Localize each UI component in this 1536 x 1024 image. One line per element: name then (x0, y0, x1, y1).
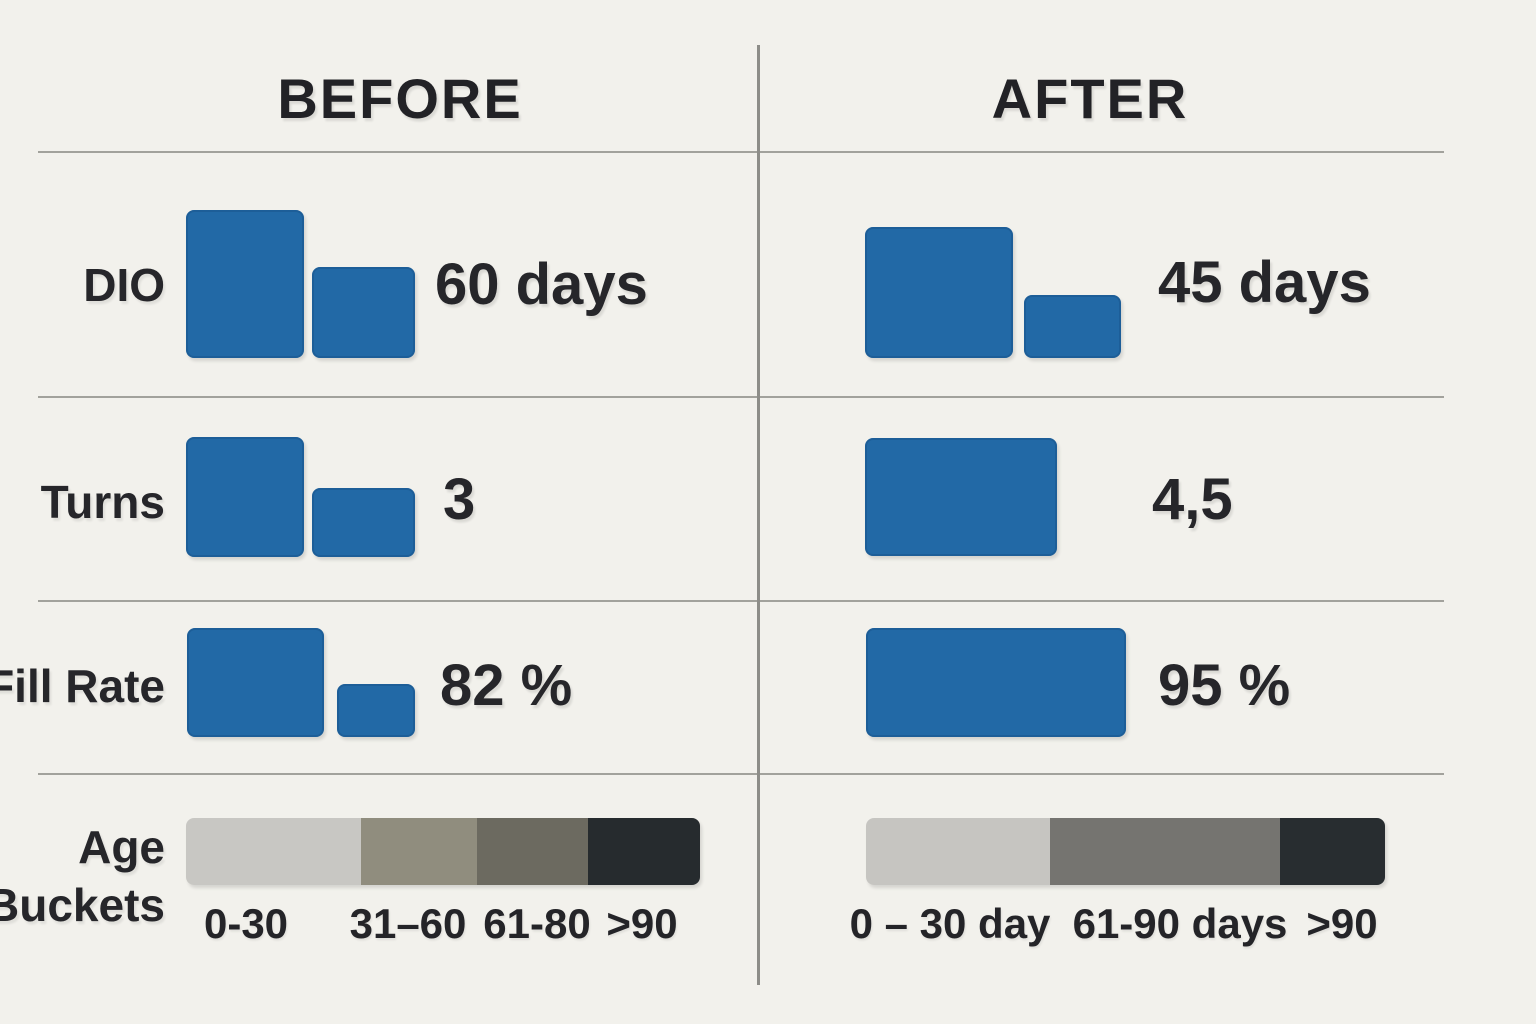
turns-before-bar-short (312, 488, 415, 557)
dio-after-value: 45 days (1158, 250, 1371, 315)
age-bucket-before-segment-31-60 (361, 818, 477, 885)
dio-before-bar-short (312, 267, 415, 358)
age-bucket-after-label-1: 0 – 30 day (849, 900, 1051, 947)
age-buckets-label-line2: Buckets (0, 879, 165, 931)
age-bucket-after-segment-61-90 (1050, 818, 1280, 885)
age-bucket-before-label-4: >90 (606, 900, 678, 947)
column-header-after: AFTER (991, 67, 1189, 130)
age-buckets-label-line1: Age (78, 821, 165, 873)
column-header-before: BEFORE (277, 67, 523, 130)
row-divider-1 (38, 151, 1444, 153)
metric-label-turns: Turns (40, 476, 165, 528)
column-divider (757, 45, 760, 985)
row-divider-3 (38, 600, 1444, 602)
row-divider-2 (38, 396, 1444, 398)
fill-rate-before-bar-tall (187, 628, 324, 737)
metric-label-dio: DIO (83, 259, 165, 311)
dio-after-bar-short (1024, 295, 1121, 358)
metric-label-age-buckets: Age Buckets (0, 818, 165, 934)
age-bucket-before-label-3: 61-80 (483, 900, 591, 947)
dio-after-bar-tall (865, 227, 1013, 358)
age-buckets-after-bar (866, 818, 1385, 885)
age-bucket-after-segment-0-30 (866, 818, 1050, 885)
age-bucket-before-label-1: 0-30 (203, 900, 289, 947)
dio-before-value: 60 days (435, 252, 648, 317)
age-bucket-before-segment-0-30 (186, 818, 361, 885)
turns-after-bar (865, 438, 1057, 556)
row-divider-4 (38, 773, 1444, 775)
age-bucket-after-label-2: 61-90 days (1072, 900, 1288, 947)
age-bucket-after-label-3: >90 (1306, 900, 1378, 947)
turns-before-value: 3 (443, 467, 476, 532)
age-buckets-before-bar (186, 818, 700, 885)
fill-rate-before-value: 82 % (440, 653, 573, 718)
fill-rate-before-bar-short (337, 684, 415, 737)
dio-before-bar-tall (186, 210, 304, 358)
age-bucket-after-segment-90plus (1280, 818, 1385, 885)
age-bucket-before-label-2: 31–60 (349, 900, 467, 947)
turns-before-bar-tall (186, 437, 304, 557)
age-bucket-before-segment-61-80 (477, 818, 588, 885)
metric-label-fill-rate: Fill Rate (0, 660, 165, 712)
age-bucket-before-segment-90plus (588, 818, 700, 885)
fill-rate-after-value: 95 % (1158, 653, 1291, 718)
turns-after-value: 4,5 (1152, 467, 1233, 532)
fill-rate-after-bar (866, 628, 1126, 737)
